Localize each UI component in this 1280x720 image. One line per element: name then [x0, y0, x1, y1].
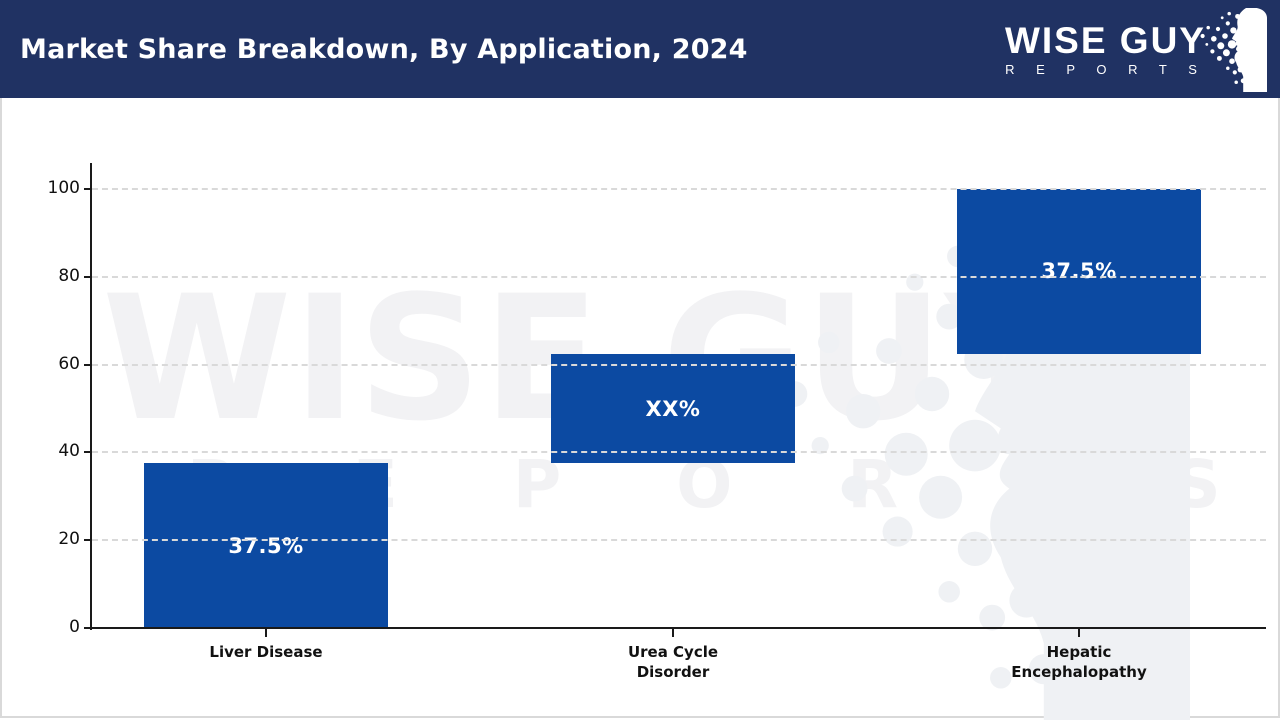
grid-line-40 — [92, 451, 1266, 454]
y-tick-label-100: 100 — [47, 178, 80, 198]
y-tick-mark-40 — [84, 451, 92, 454]
bar-urea-cycle-disorder: XX% — [551, 353, 795, 464]
y-axis-spine — [90, 163, 92, 630]
x-axis-spine — [90, 627, 1266, 629]
x-tick-label-2: Hepatic Encephalopathy — [1011, 643, 1147, 682]
y-tick-label-40: 40 — [58, 441, 80, 462]
bar-value-label: 37.5% — [1041, 259, 1117, 284]
grid-line-60 — [92, 363, 1266, 366]
x-tick-label-1: Urea Cycle Disorder — [627, 643, 719, 682]
y-tick-label-60: 60 — [58, 353, 80, 374]
y-tick-mark-80 — [84, 275, 92, 278]
bar-liver-disease: 37.5% — [144, 463, 388, 628]
y-tick-label-0: 0 — [69, 617, 80, 637]
plot: 37.5% XX% 37.5% 0 20 40 60 80 100 Liver Disease Ur… — [2, 98, 1278, 716]
wiseguy-logo: WISE GUY R E P O R T S — [1005, 6, 1268, 92]
grid-line-20 — [92, 539, 1266, 542]
x-tick-mark-1 — [672, 629, 674, 637]
y-tick-label-80: 80 — [58, 265, 80, 286]
bar-value-label: XX% — [645, 396, 701, 421]
logo-text: WISE GUY R E P O R T S — [1005, 22, 1206, 77]
y-tick-mark-60 — [84, 363, 92, 366]
wiseguy-face-icon — [1200, 8, 1267, 92]
x-tick-mark-0 — [265, 629, 267, 637]
bar-value-label: 37.5% — [228, 533, 304, 558]
y-tick-mark-100 — [84, 188, 92, 190]
logo-wordmark: WISE GUY — [1004, 19, 1206, 61]
bar-hepatic-encephalopathy: 37.5% — [957, 189, 1201, 354]
grid-line-100 — [92, 188, 1266, 190]
header: Market Share Breakdown, By Application, … — [0, 0, 1280, 98]
page-title: Market Share Breakdown, By Application, … — [20, 33, 748, 65]
y-tick-mark-20 — [84, 539, 92, 542]
logo-subtitle: R E P O R T S — [1005, 61, 1206, 77]
grid-line-80 — [92, 275, 1266, 278]
y-tick-label-20: 20 — [58, 529, 80, 550]
x-tick-mark-2 — [1078, 629, 1080, 637]
x-tick-label-0: Liver Disease — [209, 643, 323, 661]
y-tick-mark-0 — [84, 627, 92, 629]
chart-area: WISE GUY R E P O R T S 37.5% XX% 37.5% 0 20 4… — [0, 98, 1280, 720]
